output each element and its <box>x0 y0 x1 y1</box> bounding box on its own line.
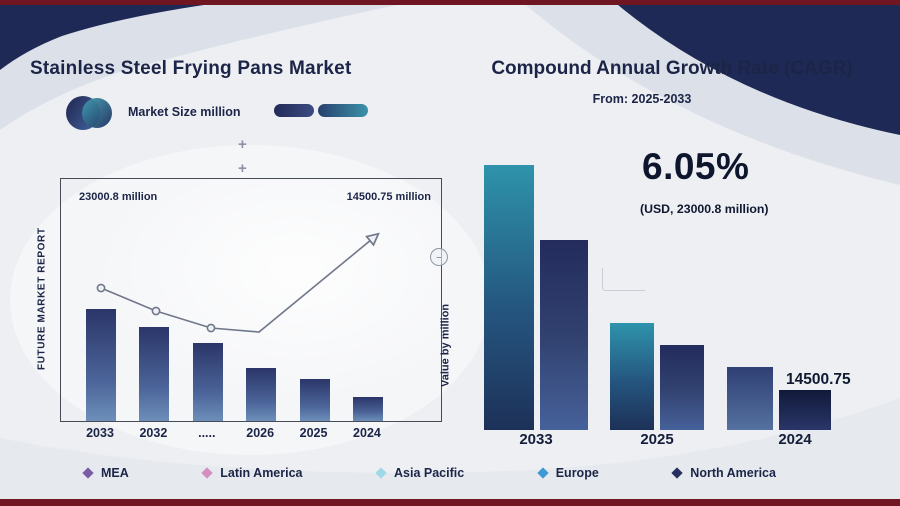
sphere-icon <box>82 98 112 128</box>
left-chart-bars <box>86 309 383 421</box>
legend-diamond-icon <box>82 467 94 479</box>
right-x-label-2033: 2033 <box>519 431 553 448</box>
right-chart-y-axis-label: Value by million <box>439 303 452 387</box>
top-border-strip <box>0 0 900 5</box>
bar-group-2025 <box>610 322 704 430</box>
legend-diamond-icon <box>671 467 683 479</box>
right-chart-bar <box>484 165 534 430</box>
legend-item: Asia Pacific <box>375 466 465 480</box>
left-x-label: ..... <box>198 426 216 440</box>
left-chart-bar <box>192 343 223 421</box>
cagr-value: 6.05% <box>642 146 750 187</box>
market-size-legend-label: Market Size million <box>128 105 241 119</box>
legend-item: Europe <box>537 466 599 480</box>
left-x-label: 2026 <box>246 426 275 440</box>
region-legend: MEA Latin America Asia Pacific Europe North … <box>82 466 776 480</box>
right-chart-bar <box>779 390 831 430</box>
legend-label: MEA <box>101 466 129 480</box>
bar-group-2024 <box>727 367 831 430</box>
left-chart-plot-area: 23000.8 million 14500.75 million <box>60 178 442 422</box>
left-chart-bar <box>139 326 170 421</box>
left-chart-bar <box>246 368 277 421</box>
market-size-icon <box>66 96 116 130</box>
right-chart-bar <box>727 367 773 430</box>
legend-label: Europe <box>555 466 599 480</box>
left-x-label: 2032 <box>139 426 168 440</box>
cagr-note: (USD, 23000.8 million) <box>640 202 769 216</box>
pill-segment <box>318 104 368 117</box>
legend-item: North America <box>671 466 776 480</box>
right-x-label-2025: 2025 <box>640 431 674 448</box>
bar-group-2033 <box>484 165 588 430</box>
right-chart-bar <box>610 322 654 430</box>
left-chart-bar <box>352 397 383 421</box>
bar-value-label: 14500.75 <box>786 371 851 388</box>
bottom-border-strip <box>0 499 900 506</box>
legend-label: North America <box>690 466 776 480</box>
pill-segment <box>274 104 314 117</box>
right-chart-subtitle: From: 2025-2033 <box>592 92 692 106</box>
left-x-label: 2033 <box>86 426 114 440</box>
left-chart-min-value-label: 14500.75 million <box>346 191 431 203</box>
dash-glyph: – <box>436 251 442 263</box>
legend-diamond-icon <box>201 467 213 479</box>
plus-decoration: + <box>238 160 247 177</box>
bracket-decoration <box>602 268 645 291</box>
right-chart-title: Compound Annual Growth Rate (CAGR) <box>491 58 853 79</box>
legend-diamond-icon <box>375 467 387 479</box>
plus-decoration: + <box>238 136 247 153</box>
left-chart-max-value-label: 23000.8 million <box>79 191 158 203</box>
legend-label: Asia Pacific <box>394 466 465 480</box>
left-chart-bar <box>86 309 116 421</box>
right-chart-bar <box>540 239 588 430</box>
legend-item: MEA <box>82 466 129 480</box>
right-chart-bar <box>660 344 704 430</box>
left-chart-bar <box>299 379 330 421</box>
left-chart-x-axis-labels: 2033 2032..... 2026 2025 2024 <box>85 426 382 440</box>
left-chart-y-axis-label: FUTURE MARKET REPORT <box>36 227 48 371</box>
gradient-pill-decoration <box>274 104 368 117</box>
legend-item: Latin America <box>201 466 303 480</box>
circle-dash-icon: – <box>430 248 448 266</box>
left-x-label: 2024 <box>353 426 381 440</box>
left-chart-title: Stainless Steel Frying Pans Market <box>30 58 352 79</box>
legend-diamond-icon <box>537 467 549 479</box>
left-x-label: 2025 <box>299 426 328 440</box>
legend-label: Latin America <box>220 466 303 480</box>
right-x-label-2024: 2024 <box>778 431 812 448</box>
